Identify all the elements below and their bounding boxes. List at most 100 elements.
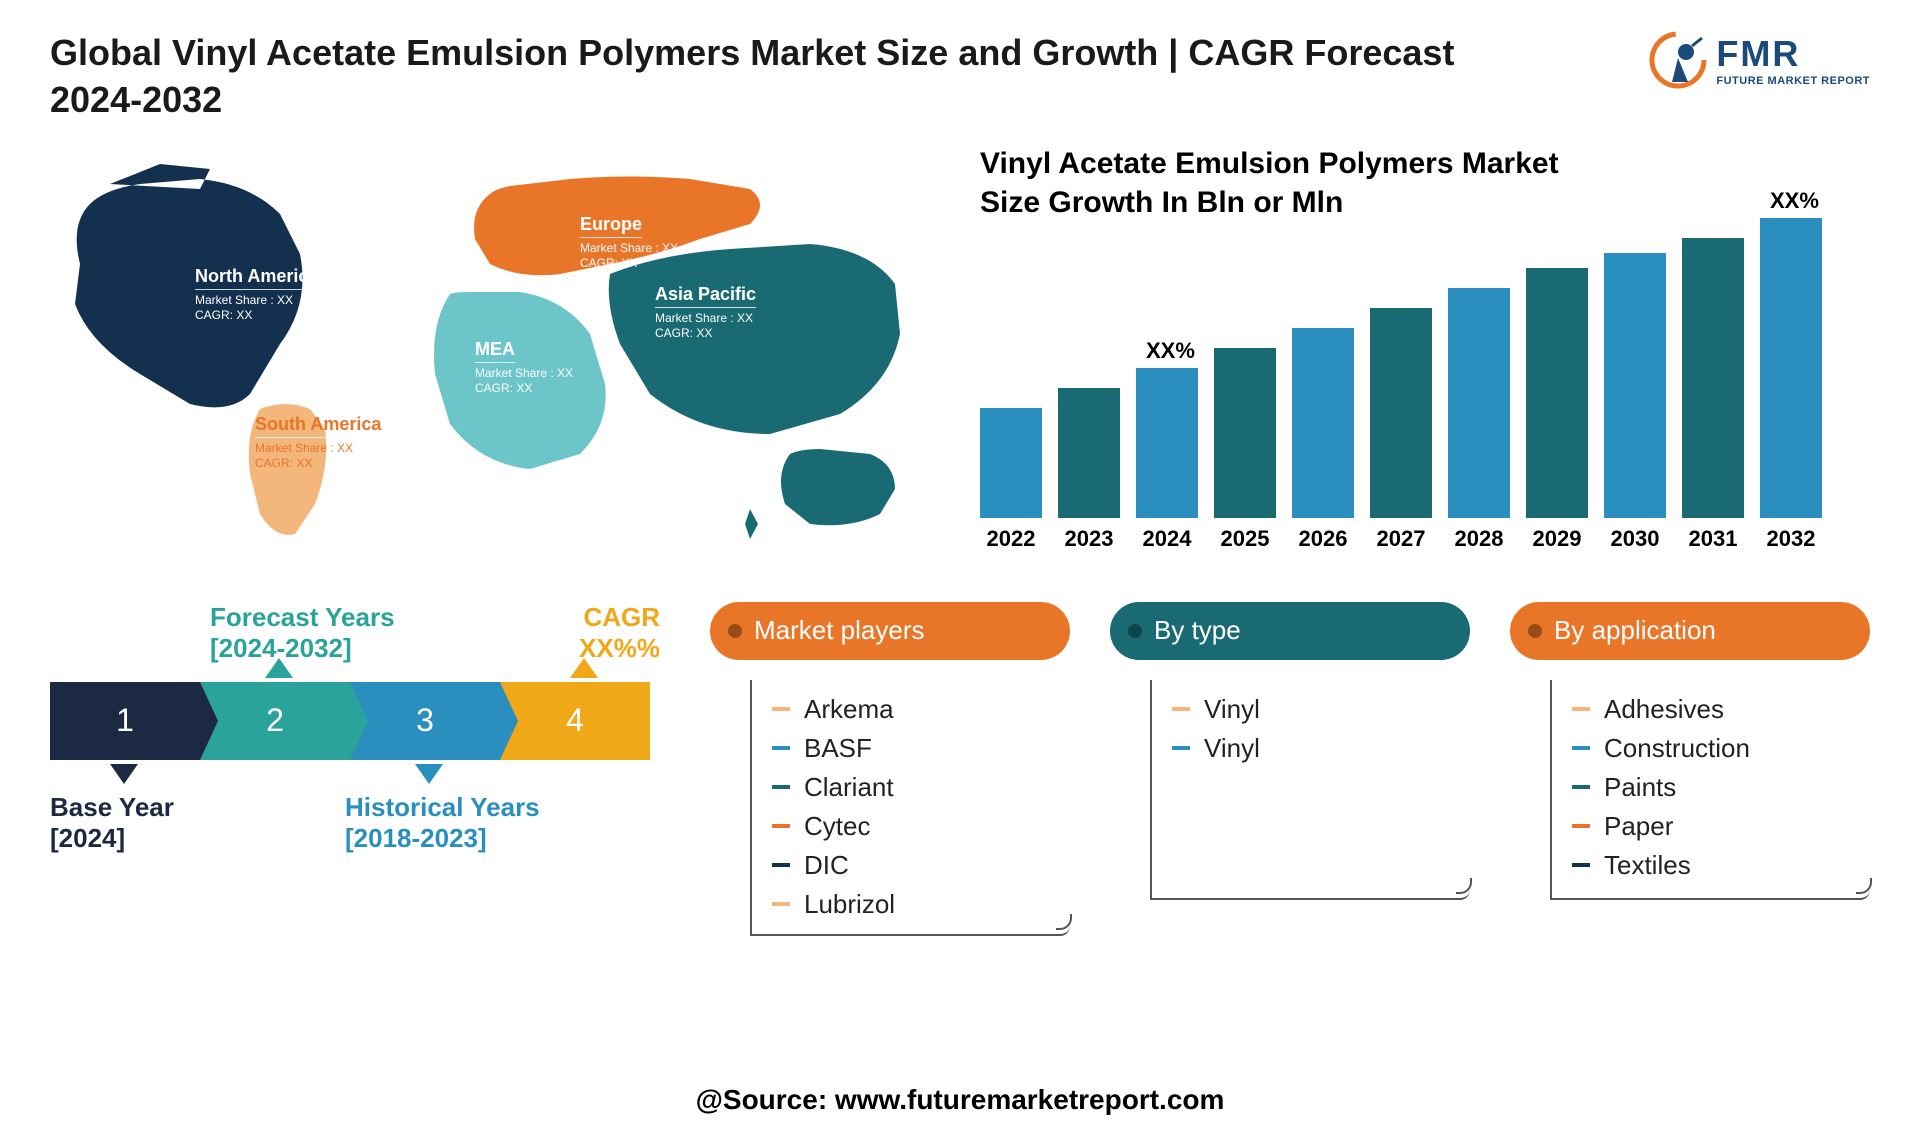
- tick-icon: [772, 824, 790, 828]
- list-item-label: Arkema: [804, 694, 894, 725]
- bar-column: 2032: [1760, 218, 1822, 552]
- tick-icon: [1572, 785, 1590, 789]
- region-nz: [745, 509, 758, 539]
- bullet-icon: [1528, 624, 1542, 638]
- bar-column: 2027: [1370, 308, 1432, 552]
- bar: [1682, 238, 1744, 518]
- forecast-triangle-icon: [265, 658, 293, 678]
- tick-icon: [1572, 707, 1590, 711]
- tick-icon: [1572, 863, 1590, 867]
- world-map: North AmericaMarket Share : XXCAGR: XX So…: [50, 144, 950, 544]
- region-label: EuropeMarket Share : XXCAGR: XX: [580, 214, 678, 272]
- historical-label: Historical Years [2018-2023]: [345, 792, 540, 854]
- base-triangle-icon: [110, 764, 138, 784]
- tick-icon: [772, 785, 790, 789]
- bar-year-label: 2028: [1455, 526, 1504, 552]
- tick-icon: [1572, 746, 1590, 750]
- timeline: Forecast Years [2024-2032] CAGR XX%% 123…: [50, 602, 670, 760]
- cagr-label: CAGR XX%%: [579, 602, 660, 664]
- list-item-label: Vinyl: [1204, 733, 1260, 764]
- bar-column: 2024: [1136, 368, 1198, 552]
- list-item-label: Paper: [1604, 811, 1673, 842]
- timeline-segment: 3: [350, 682, 500, 760]
- timeline-segment: 1: [50, 682, 200, 760]
- logo-icon: [1648, 30, 1708, 90]
- bar: [1292, 328, 1354, 518]
- cagr-triangle-icon: [570, 658, 598, 678]
- bar-year-label: 2025: [1221, 526, 1270, 552]
- category-header: By type: [1154, 615, 1241, 646]
- list-item: Arkema: [772, 690, 1070, 729]
- bullet-icon: [1128, 624, 1142, 638]
- bar: [1604, 253, 1666, 518]
- source-attribution: @Source: www.futuremarketreport.com: [696, 1084, 1225, 1116]
- bar: [1136, 368, 1198, 518]
- list-item: Clariant: [772, 768, 1070, 807]
- bar-chart: Vinyl Acetate Emulsion Polymers Market S…: [980, 144, 1870, 552]
- timeline-segment: 4: [500, 682, 650, 760]
- bar-year-label: 2031: [1689, 526, 1738, 552]
- tick-icon: [1172, 746, 1190, 750]
- by-type-box: By type Vinyl Vinyl: [1110, 602, 1470, 900]
- list-item-label: Cytec: [804, 811, 870, 842]
- region-label: Asia PacificMarket Share : XXCAGR: XX: [655, 284, 756, 342]
- bar-year-label: 2027: [1377, 526, 1426, 552]
- bar-year-label: 2022: [987, 526, 1036, 552]
- list-item: Adhesives: [1572, 690, 1870, 729]
- list-item-label: Vinyl: [1204, 694, 1260, 725]
- by-application-box: By application Adhesives Construction Pain…: [1510, 602, 1870, 900]
- market-players-box: Market players ArkemaBASFClariantCytecDI…: [710, 602, 1070, 936]
- bar-year-label: 2032: [1767, 526, 1816, 552]
- region-label: North AmericaMarket Share : XXCAGR: XX: [195, 266, 318, 324]
- bar-column: 2029: [1526, 268, 1588, 552]
- list-item: Paints: [1572, 768, 1870, 807]
- bar-year-label: 2030: [1611, 526, 1660, 552]
- tick-icon: [1572, 824, 1590, 828]
- list-item: Vinyl: [1172, 729, 1470, 768]
- list-item: Paper: [1572, 807, 1870, 846]
- chart-title: Vinyl Acetate Emulsion Polymers Market S…: [980, 144, 1580, 222]
- bar: [1448, 288, 1510, 518]
- bar-year-label: 2029: [1533, 526, 1582, 552]
- percent-label: XX%: [1146, 338, 1195, 364]
- logo-text-main: FMR: [1716, 33, 1870, 75]
- bar: [1526, 268, 1588, 518]
- bar-year-label: 2026: [1299, 526, 1348, 552]
- list-item-label: Construction: [1604, 733, 1750, 764]
- bar: [1760, 218, 1822, 518]
- bar: [980, 408, 1042, 518]
- bar: [1370, 308, 1432, 518]
- bar-column: 2022: [980, 408, 1042, 552]
- base-label: Base Year [2024]: [50, 792, 174, 854]
- bar-column: 2028: [1448, 288, 1510, 552]
- tick-icon: [1172, 707, 1190, 711]
- category-header: By application: [1554, 615, 1716, 646]
- bar-column: 2031: [1682, 238, 1744, 552]
- region-label: South AmericaMarket Share : XXCAGR: XX: [255, 414, 381, 472]
- list-item-label: BASF: [804, 733, 872, 764]
- logo-text-sub: FUTURE MARKET REPORT: [1716, 75, 1870, 87]
- list-item-label: DIC: [804, 850, 849, 881]
- percent-label: XX%: [1770, 188, 1819, 214]
- bar-column: 2023: [1058, 388, 1120, 552]
- tick-icon: [772, 707, 790, 711]
- bar-column: 2030: [1604, 253, 1666, 552]
- list-item: DIC: [772, 846, 1070, 885]
- list-item: Lubrizol: [772, 885, 1070, 924]
- list-item-label: Lubrizol: [804, 889, 895, 920]
- bar-column: 2025: [1214, 348, 1276, 552]
- bar-column: 2026: [1292, 328, 1354, 552]
- logo: FMR FUTURE MARKET REPORT: [1648, 30, 1870, 90]
- bullet-icon: [728, 624, 742, 638]
- historical-triangle-icon: [415, 764, 443, 784]
- bar: [1058, 388, 1120, 518]
- forecast-label: Forecast Years [2024-2032]: [210, 602, 395, 664]
- bar-year-label: 2024: [1143, 526, 1192, 552]
- tick-icon: [772, 746, 790, 750]
- list-item: Textiles: [1572, 846, 1870, 885]
- list-item-label: Clariant: [804, 772, 894, 803]
- list-item: Vinyl: [1172, 690, 1470, 729]
- list-item: BASF: [772, 729, 1070, 768]
- list-item-label: Textiles: [1604, 850, 1691, 881]
- list-item-label: Paints: [1604, 772, 1676, 803]
